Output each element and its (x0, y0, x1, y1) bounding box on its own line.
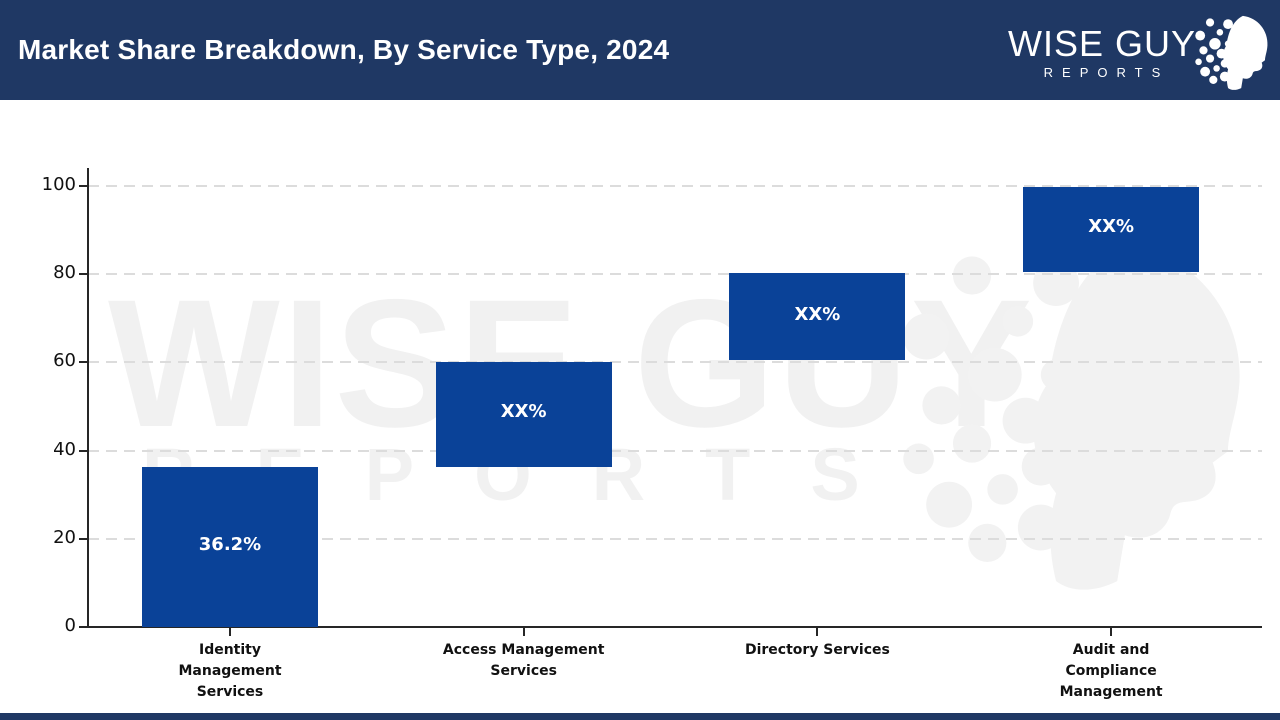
x-tickmark-2 (816, 628, 819, 636)
gridline-100 (88, 185, 1262, 187)
bar-1 (435, 361, 612, 468)
brand-logo-text: WISE GUY REPORTS (1008, 24, 1196, 80)
y-tick-label-80: 80 (53, 262, 76, 284)
x-tick-label-0: Identity Management Services (178, 642, 282, 700)
bar-0 (142, 467, 318, 627)
brand-name: WISE GUY (1007, 23, 1196, 65)
gridline-20 (88, 537, 1262, 540)
x-axis-line (87, 626, 1262, 628)
x-tickmark-3 (1110, 628, 1113, 636)
y-tick-label-40: 40 (53, 438, 76, 460)
bar-2 (729, 272, 906, 361)
y-axis-line (87, 168, 89, 628)
y-tick-label-100: 100 (41, 174, 76, 195)
page-title: Market Share Breakdown, By Service Type,… (18, 34, 670, 65)
x-tick-label-2: Directory Services (744, 642, 890, 658)
bar-value-label-2: XX% (794, 303, 841, 325)
y-tickmark-100 (79, 185, 88, 187)
y-tickmark-20 (79, 537, 88, 540)
bar-value-label-1: XX% (500, 401, 547, 423)
bar-3 (1023, 186, 1200, 272)
logo-head-icon (1195, 15, 1268, 90)
gridline-60 (88, 361, 1262, 364)
brand-logo: WISE GUY REPORTS (1008, 10, 1274, 94)
brand-subname: REPORTS (1043, 64, 1170, 80)
y-tick-label-0: 0 (64, 615, 76, 636)
y-tickmark-0 (79, 626, 88, 628)
x-tick-label-1: Access Management Services (442, 642, 605, 679)
x-tickmark-1 (522, 628, 525, 636)
x-tickmark-0 (229, 628, 231, 636)
y-tickmark-40 (79, 449, 88, 452)
y-tick-label-60: 60 (53, 350, 76, 372)
y-tickmark-60 (79, 361, 88, 364)
header-bar: Market Share Breakdown, By Service Type,… (0, 0, 1280, 100)
x-tick-label-3: Audit and Compliance Management (1059, 642, 1163, 700)
footer-bar (0, 713, 1280, 720)
gridline-40 (88, 449, 1262, 452)
bar-value-label-0: 36.2% (198, 534, 262, 556)
y-tick-label-20: 20 (53, 526, 76, 548)
bar-value-label-3: XX% (1088, 216, 1134, 238)
watermark-face-icon (903, 244, 1240, 590)
gridline-80 (88, 273, 1262, 276)
y-tickmark-80 (79, 273, 88, 276)
